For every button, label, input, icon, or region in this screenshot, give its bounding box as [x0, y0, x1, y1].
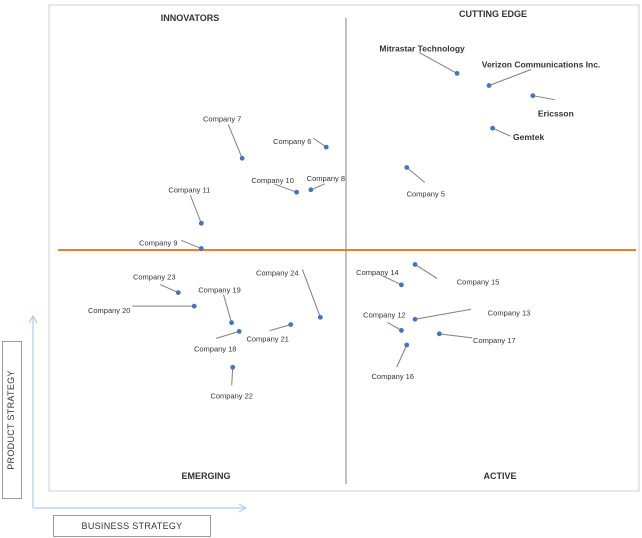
- point-mitrastar-technology: [454, 70, 460, 76]
- plot-frame: [48, 4, 640, 492]
- point-label-company-5: Company 5: [407, 189, 445, 198]
- leader-line-company-24: [301, 269, 321, 318]
- leader-line-company-6: [312, 137, 327, 148]
- quadrant-label-active: ACTIVE: [483, 471, 516, 481]
- point-label-company-16: Company 16: [371, 372, 414, 381]
- point-company-10: [294, 189, 300, 195]
- point-label-company-13: Company 13: [488, 308, 531, 317]
- point-company-8: [308, 187, 314, 193]
- leader-line-company-22: [231, 367, 234, 386]
- point-label-company-18: Company 18: [194, 344, 237, 353]
- point-ericsson: [530, 93, 536, 99]
- leader-line-company-19: [223, 294, 233, 323]
- leader-line-mitrastar-technology: [418, 51, 458, 74]
- point-company-5: [404, 165, 410, 170]
- leader-line-company-16: [396, 344, 408, 368]
- point-label-verizon-communications-inc: Verizon Communications Inc.: [482, 60, 601, 70]
- point-label-company-9: Company 9: [139, 238, 177, 247]
- point-label-mitrastar-technology: Mitrastar Technology: [379, 43, 465, 53]
- leader-line-verizon-communications-inc: [488, 69, 532, 86]
- point-label-company-12: Company 12: [363, 310, 406, 319]
- point-company-17: [436, 331, 442, 337]
- leader-line-company-18: [216, 330, 240, 339]
- y-axis-label-box: [2, 341, 22, 499]
- point-label-company-15: Company 15: [457, 277, 500, 286]
- leader-line-company-10: [274, 183, 297, 193]
- leader-line-company-11: [189, 195, 202, 224]
- quadrant-label-innovators: INNOVATORS: [161, 13, 220, 23]
- point-label-ericsson: Ericsson: [538, 109, 574, 119]
- point-company-21: [288, 322, 294, 328]
- point-verizon-communications-inc: [486, 83, 492, 88]
- point-labels: Mitrastar Technology Verizon Communicatio…: [88, 43, 600, 400]
- point-label-company-21: Company 21: [246, 335, 289, 344]
- point-label-company-19: Company 19: [198, 286, 241, 295]
- point-company-14: [399, 282, 404, 288]
- point-company-18: [236, 329, 242, 334]
- leader-line-company-21: [269, 324, 291, 332]
- point-gemtek: [490, 125, 495, 131]
- point-label-company-14: Company 14: [356, 268, 399, 277]
- point-label-company-17: Company 17: [473, 336, 516, 345]
- leader-line-company-7: [227, 124, 243, 159]
- point-company-12: [399, 328, 404, 333]
- x-axis-arrow: [33, 503, 248, 513]
- point-label-company-22: Company 22: [210, 391, 253, 400]
- leader-line-company-5: [406, 167, 426, 183]
- point-label-company-24: Company 24: [256, 268, 299, 277]
- y-axis-arrow: [28, 314, 38, 508]
- point-label-gemtek: Gemtek: [513, 132, 544, 142]
- leader-line-company-17: [439, 333, 473, 339]
- point-company-13: [412, 316, 418, 322]
- y-axis-label: PRODUCT STRATEGY: [6, 370, 16, 470]
- quadrant-label-emerging: EMERGING: [181, 471, 230, 481]
- leader-line-ericsson: [532, 95, 555, 101]
- quadrant-label-cutting-edge: CUTTING EDGE: [459, 9, 527, 19]
- leader-line-company-9: [181, 240, 202, 249]
- point-company-19: [229, 320, 234, 326]
- point-company-16: [404, 342, 410, 348]
- point-label-company-7: Company 7: [203, 114, 241, 123]
- leader-line-company-15: [414, 264, 438, 279]
- point-company-24: [317, 314, 323, 320]
- leader-line-company-14: [380, 274, 402, 286]
- point-label-company-20: Company 20: [88, 306, 131, 315]
- point-company-15: [412, 262, 418, 267]
- leader-line-company-23: [160, 284, 179, 294]
- leader-line-gemtek: [492, 127, 511, 137]
- point-label-company-6: Company 6: [273, 137, 311, 146]
- leader-lines: [132, 51, 555, 386]
- data-points: [175, 70, 536, 370]
- point-company-20: [191, 303, 197, 309]
- leader-line-company-8: [310, 183, 326, 191]
- leader-line-company-13: [414, 308, 472, 320]
- point-label-company-8: Company 8: [307, 174, 345, 183]
- point-company-11: [198, 220, 204, 226]
- point-company-7: [239, 155, 245, 161]
- point-company-22: [230, 364, 236, 370]
- point-company-6: [323, 144, 329, 150]
- x-axis-label: BUSINESS STRATEGY: [53, 515, 211, 537]
- leader-line-company-12: [387, 322, 402, 331]
- point-company-23: [175, 290, 181, 296]
- point-label-company-10: Company 10: [251, 176, 294, 185]
- point-company-9: [198, 246, 204, 251]
- point-label-company-11: Company 11: [168, 185, 210, 194]
- point-label-company-23: Company 23: [133, 273, 176, 282]
